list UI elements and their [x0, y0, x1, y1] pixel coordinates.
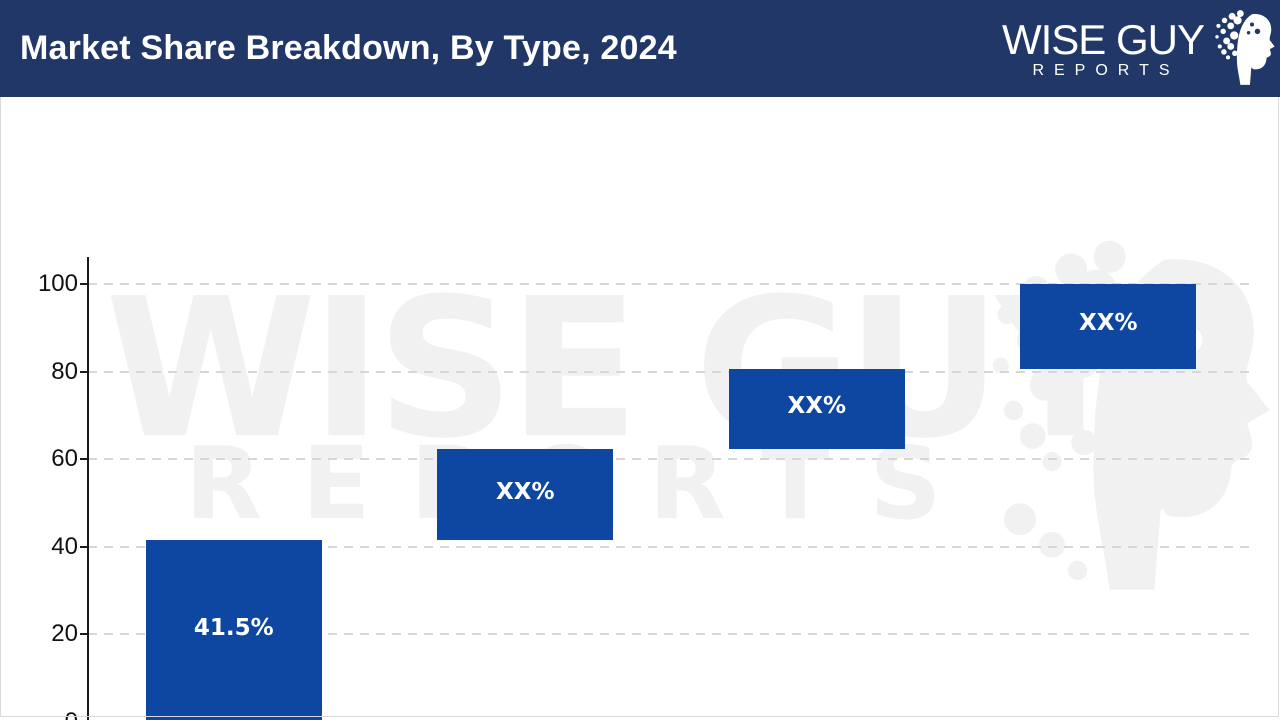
- header-band: Market Share Breakdown, By Type, 2024 WI…: [0, 0, 1280, 97]
- brand-logo: WISE GUY REPORTS: [1002, 0, 1275, 97]
- brand-subtitle: REPORTS: [1032, 62, 1180, 79]
- waterfall-chart: 02040608010041.5%Belt ConveyorsXX%Roller…: [0, 97, 1280, 720]
- gridline-40: [88, 545, 1254, 548]
- bar-4: XX%: [1020, 284, 1197, 369]
- y-tick-label-100: 100: [37, 270, 78, 297]
- page-title: Market Share Breakdown, By Type, 2024: [20, 29, 677, 67]
- y-tick-80: [80, 370, 88, 373]
- y-tick-100: [80, 283, 88, 285]
- gridline-60: [88, 458, 1254, 461]
- gridline-80: [88, 370, 1254, 373]
- y-tick-label-60: 60: [51, 445, 78, 473]
- bar-value-label: XX%: [787, 392, 846, 419]
- y-tick-label-80: 80: [51, 357, 78, 385]
- bar-2: XX%: [437, 449, 614, 541]
- y-tick-20: [80, 633, 88, 636]
- y-tick-label-20: 20: [51, 620, 78, 648]
- bar-value-label: XX%: [1078, 310, 1138, 337]
- brand-name: WISE GUY: [1001, 16, 1205, 63]
- y-axis-line: [87, 257, 89, 720]
- gridline-100: [88, 283, 1254, 285]
- y-tick-60: [80, 458, 88, 461]
- bar-3: XX%: [728, 368, 905, 450]
- y-tick-label-40: 40: [51, 532, 78, 560]
- watermark-wordmark: WISE GUY: [105, 258, 1135, 481]
- bar-value-label: XX%: [495, 478, 555, 505]
- bar-value-label: 41.5%: [193, 615, 274, 642]
- brand-logo-text: WISE GUY REPORTS: [1001, 16, 1205, 80]
- gridline-20: [88, 633, 1254, 636]
- y-tick-label-0: 0: [18, 708, 78, 720]
- wise-guy-face-icon: [1215, 10, 1275, 85]
- y-tick-40: [80, 545, 88, 548]
- bar-1: 41.5%: [145, 540, 322, 720]
